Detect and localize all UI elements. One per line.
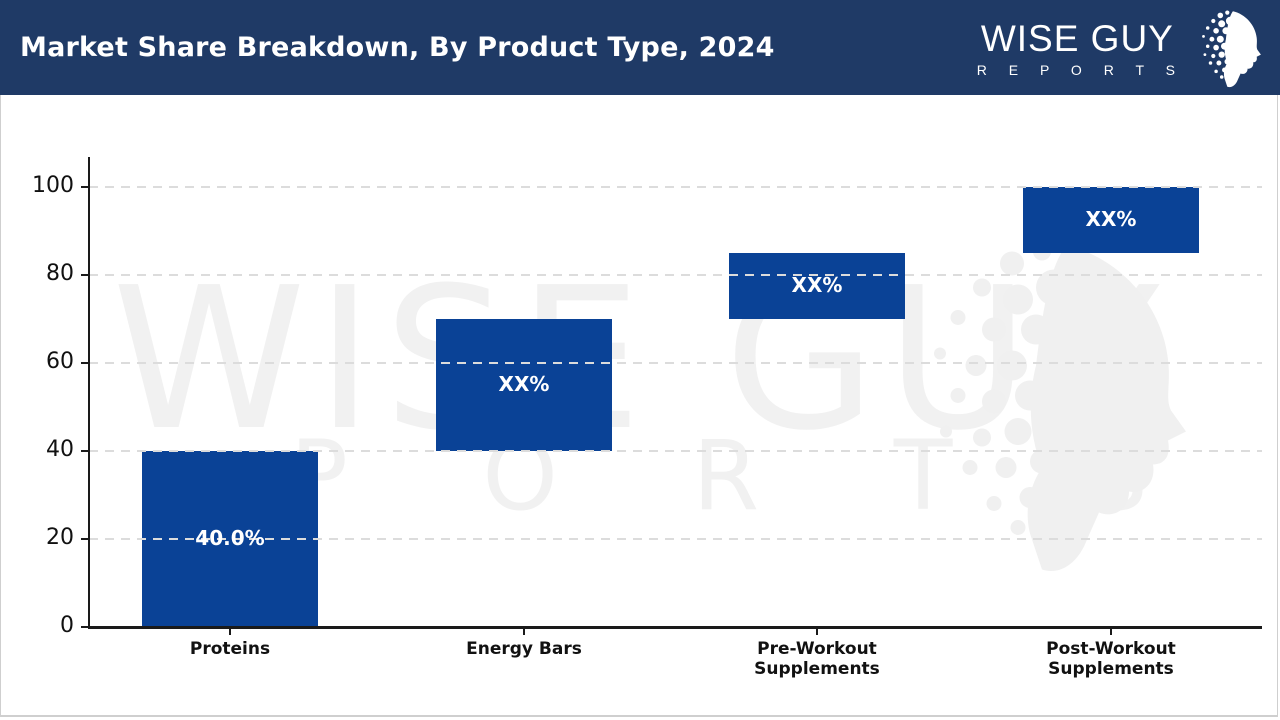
x-tick-post-workout-supplements (1110, 628, 1112, 635)
bar-label-proteins: 40.0% (195, 526, 265, 550)
category-label-line: Supplements (754, 659, 880, 679)
category-label-line: Supplements (1048, 659, 1174, 679)
watermark-head-profile-icon (934, 242, 1186, 572)
gridline-100 (89, 186, 1262, 188)
y-tick-80 (81, 274, 89, 276)
y-tick-100 (81, 186, 89, 188)
bar-label-post-workout-supplements: XX% (1085, 207, 1137, 231)
wise-guy-reports-logo: WISE GUY R E P O R T S (971, 7, 1270, 91)
y-tick-40 (81, 450, 89, 452)
y-tick-20 (81, 538, 89, 540)
x-axis-line (88, 626, 1262, 629)
header-bar: Market Share Breakdown, By Product Type,… (0, 0, 1280, 95)
category-label-energy-bars: Energy Bars (404, 639, 644, 659)
category-label-line: Post-Workout (1046, 639, 1176, 659)
gridline-60 (89, 362, 1262, 364)
category-label-line: Energy Bars (466, 639, 582, 659)
y-tick-label-40: 40 (46, 437, 74, 462)
bar-energy-bars (436, 319, 612, 451)
y-tick-label-60: 60 (46, 349, 74, 374)
y-tick-label-80: 80 (46, 261, 74, 286)
y-tick-label-0: 0 (60, 613, 74, 638)
y-tick-60 (81, 362, 89, 364)
x-tick-pre-workout-supplements (816, 628, 818, 635)
gridline-40 (89, 450, 1262, 452)
category-label-line: Proteins (189, 639, 271, 659)
y-tick-label-100: 100 (32, 173, 74, 198)
gridline-80 (89, 274, 1262, 276)
page-title: Market Share Breakdown, By Product Type,… (20, 32, 775, 63)
bar-label-pre-workout-supplements: XX% (791, 273, 843, 297)
bar-label-energy-bars: XX% (498, 372, 550, 396)
logo-head-profile-icon (1202, 10, 1261, 88)
y-axis-line (88, 157, 90, 629)
gridline-20 (89, 538, 1262, 540)
bar-post-workout-supplements (1023, 187, 1199, 253)
category-label-proteins: Proteins (110, 639, 350, 659)
logo-wordmark: WISE GUY (980, 18, 1174, 59)
category-label-post-workout-supplements: Post-Workout Supplements (991, 639, 1231, 679)
y-tick-label-20: 20 (46, 525, 74, 550)
category-label-line: Pre-Workout (757, 639, 877, 659)
category-label-pre-workout-supplements: Pre-Workout Supplements (697, 639, 937, 679)
x-tick-proteins (229, 628, 231, 635)
logo-subtitle: R E P O R T S (976, 62, 1184, 78)
x-tick-energy-bars (523, 628, 525, 635)
bar-pre-workout-supplements (729, 253, 905, 319)
y-tick-0 (81, 626, 89, 628)
logo-text: WISE GUY R E P O R T S (971, 19, 1184, 79)
